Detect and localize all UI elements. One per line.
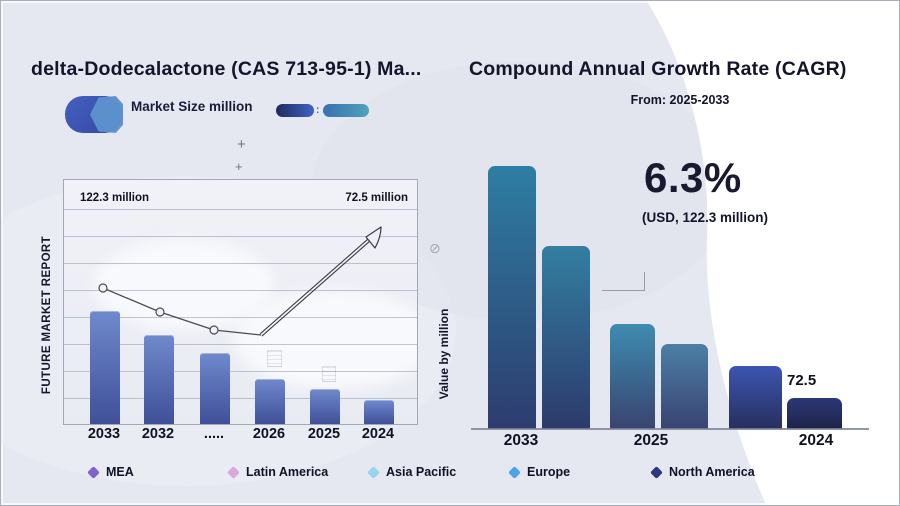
right-chart-axis-label: Value by million: [437, 308, 451, 400]
corner-bracket-shape: [602, 272, 645, 291]
legend-diamond-icon: [367, 465, 380, 479]
bar: [90, 311, 120, 424]
bar: [144, 335, 174, 424]
legend-diamond-icon: [508, 465, 521, 479]
legend-diamond-icon: [650, 465, 663, 479]
plus-mark-icon: +: [235, 159, 243, 174]
right-chart-baseline: [471, 428, 869, 430]
x-axis-label: 2032: [141, 426, 175, 442]
left-chart-x-axis: 2033 2032..... 2026 2025 2024: [63, 426, 416, 446]
x-axis-label: 2024: [798, 432, 834, 449]
legend-label: Asia Pacific: [386, 465, 457, 479]
left-chart-gridlines: [64, 209, 417, 424]
watermark-table-icon: [267, 350, 282, 367]
legend-item: MEA: [87, 465, 134, 479]
ratio-pill-left: [276, 104, 314, 117]
x-axis-label: 2033: [503, 432, 539, 449]
plus-mark-icon: +: [237, 136, 246, 153]
legend-item: Latin America: [227, 465, 329, 479]
cagr-detail: (USD, 122.3 million): [642, 210, 769, 225]
x-axis-label: 2025: [633, 432, 669, 449]
bar: [255, 379, 285, 424]
page-title-left: delta-Dodecalactone (CAS 713-95-1) Ma...: [31, 58, 422, 80]
legend-label: Latin America: [246, 465, 329, 479]
x-axis-label: 2024: [361, 426, 395, 442]
left-chart-annotation-left: 122.3 million: [80, 192, 150, 204]
ratio-separator: :: [316, 105, 320, 116]
legend-label: Europe: [527, 465, 571, 479]
bar: [364, 400, 394, 424]
subtitle-range: From: 2025-2033: [630, 93, 730, 107]
left-chart-bars: [64, 180, 417, 424]
ratio-pill-right: [323, 104, 369, 117]
x-axis-label: 2025: [307, 426, 341, 442]
legend-diamond-icon: [227, 465, 240, 479]
x-axis-label: 2026: [252, 426, 286, 442]
bar: [310, 389, 340, 424]
left-chart-side-label: FUTURE MARKET REPORT: [41, 235, 53, 395]
legend-label: North America: [669, 465, 755, 479]
trend-line-and-arrow: [98, 226, 382, 337]
legend-item: Asia Pacific: [367, 465, 457, 479]
circle-slash-icon: ⊘: [429, 240, 441, 256]
cagr-value: 6.3%: [644, 154, 742, 201]
x-axis-label: 2033: [87, 426, 121, 442]
market-size-label: Market Size million: [131, 99, 253, 114]
right-chart-bar-annotation: 72.5: [787, 372, 817, 389]
left-chart-panel: 122.3 million 72.5 million: [63, 179, 418, 425]
watermark-table-icon: [322, 366, 336, 382]
brand-logo-icon: [65, 96, 123, 133]
legend-item: Europe: [508, 465, 571, 479]
legend-diamond-icon: [87, 465, 100, 479]
legend-label: MEA: [106, 465, 134, 479]
legend-item: North America: [650, 465, 755, 479]
bar: [200, 353, 230, 424]
left-chart-annotation-right: 72.5 million: [345, 192, 408, 204]
x-axis-label: .....: [203, 426, 225, 442]
page-title-right: Compound Annual Growth Rate (CAGR): [469, 58, 847, 80]
